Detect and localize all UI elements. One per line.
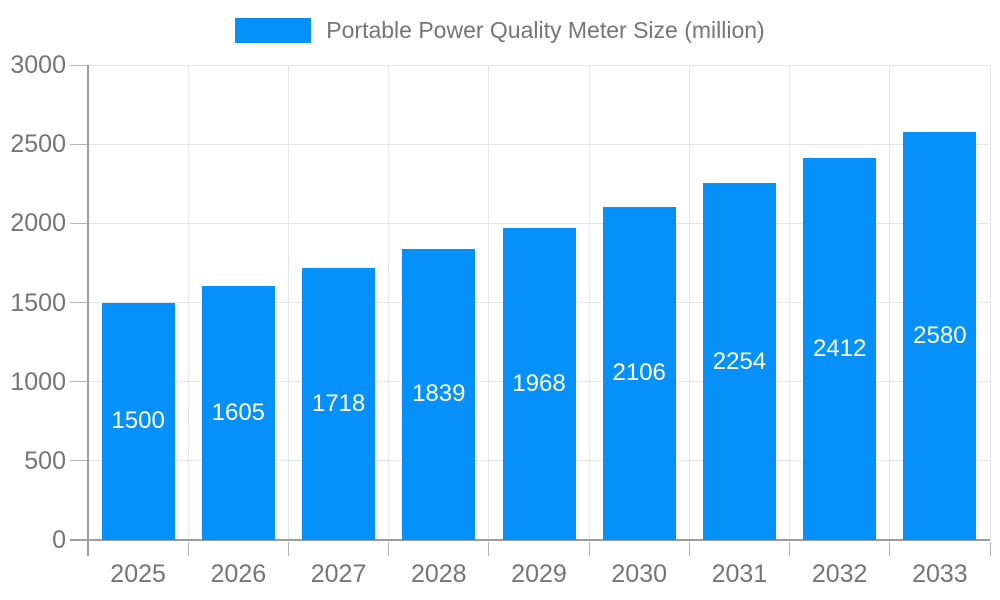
y-tick-mark — [70, 381, 88, 383]
y-axis-tick-label: 2000 — [10, 209, 66, 238]
bar-value-label: 2254 — [712, 347, 767, 375]
x-axis-tick-label: 2025 — [110, 560, 166, 588]
bar-value-label: 1500 — [111, 407, 165, 435]
bar-2029[interactable]: 1968 — [502, 228, 576, 540]
y-axis-tick-label: 0 — [52, 526, 66, 554]
legend-label: Portable Power Quality Meter Size (milli… — [326, 17, 765, 43]
bar-2026[interactable]: 1605 — [201, 285, 275, 540]
x-axis-tick-label: 2029 — [511, 560, 567, 588]
x-tick-mark — [789, 542, 791, 556]
bar-value-label: 1605 — [211, 398, 266, 426]
y-axis-tick-label: 1500 — [10, 288, 66, 317]
bar-2033[interactable]: 2580 — [903, 131, 977, 540]
x-gridline — [388, 65, 390, 540]
bar-value-label: 1718 — [311, 389, 366, 417]
x-axis-tick-label: 2026 — [210, 560, 267, 588]
y-tick-mark — [70, 222, 88, 224]
x-gridline — [187, 65, 189, 540]
x-axis-line — [70, 539, 990, 541]
x-tick-mark — [287, 542, 289, 556]
x-gridline — [488, 65, 490, 540]
y-tick-mark — [70, 460, 88, 462]
x-axis-tick-label: 2027 — [310, 560, 367, 588]
x-axis-tick-label: 2030 — [611, 560, 668, 588]
bar-2028[interactable]: 1839 — [402, 248, 476, 540]
y-tick-mark — [70, 302, 88, 303]
y-axis-tick-label: 500 — [24, 446, 66, 475]
bar-value-label: 2106 — [612, 359, 666, 387]
y-tick-mark — [70, 143, 88, 145]
bar-value-label: 1968 — [512, 370, 566, 398]
y-axis-line — [87, 65, 89, 556]
bar-2030[interactable]: 2106 — [602, 206, 676, 540]
bar-2025[interactable]: 1500 — [101, 302, 175, 540]
bar-2032[interactable]: 2412 — [803, 158, 877, 540]
legend: Portable Power Quality Meter Size (milli… — [0, 17, 1000, 44]
x-tick-mark — [488, 542, 490, 556]
legend-item[interactable]: Portable Power Quality Meter Size (milli… — [235, 17, 765, 44]
x-gridline — [287, 65, 289, 540]
x-axis-tick-label: 2031 — [711, 560, 768, 588]
x-gridline — [688, 65, 690, 540]
x-tick-mark — [187, 542, 189, 556]
x-gridline — [889, 65, 891, 540]
bar-value-label: 1839 — [412, 380, 466, 408]
y-axis-tick-label: 1000 — [10, 367, 66, 396]
x-gridline — [989, 65, 991, 540]
y-gridline — [88, 222, 990, 224]
legend-swatch — [235, 18, 312, 43]
y-gridline — [88, 64, 990, 66]
bar-2031[interactable]: 2254 — [702, 183, 776, 540]
bar-value-label: 2580 — [913, 321, 967, 349]
x-axis-tick-label: 2032 — [811, 560, 868, 588]
x-tick-mark — [889, 542, 891, 556]
bar-2027[interactable]: 1718 — [302, 267, 376, 540]
x-tick-mark — [388, 542, 390, 556]
x-tick-mark — [688, 542, 690, 556]
bar-value-label: 2412 — [812, 335, 867, 363]
x-gridline — [588, 65, 590, 540]
y-gridline — [88, 143, 990, 145]
y-tick-mark — [70, 64, 88, 66]
x-gridline — [789, 65, 791, 540]
y-axis-tick-label: 3000 — [10, 51, 66, 79]
y-axis-tick-label: 2500 — [10, 130, 66, 159]
x-tick-mark — [989, 542, 991, 556]
x-axis-tick-label: 2028 — [410, 560, 467, 588]
x-tick-mark — [588, 542, 590, 556]
x-axis-tick-label: 2033 — [912, 560, 968, 588]
